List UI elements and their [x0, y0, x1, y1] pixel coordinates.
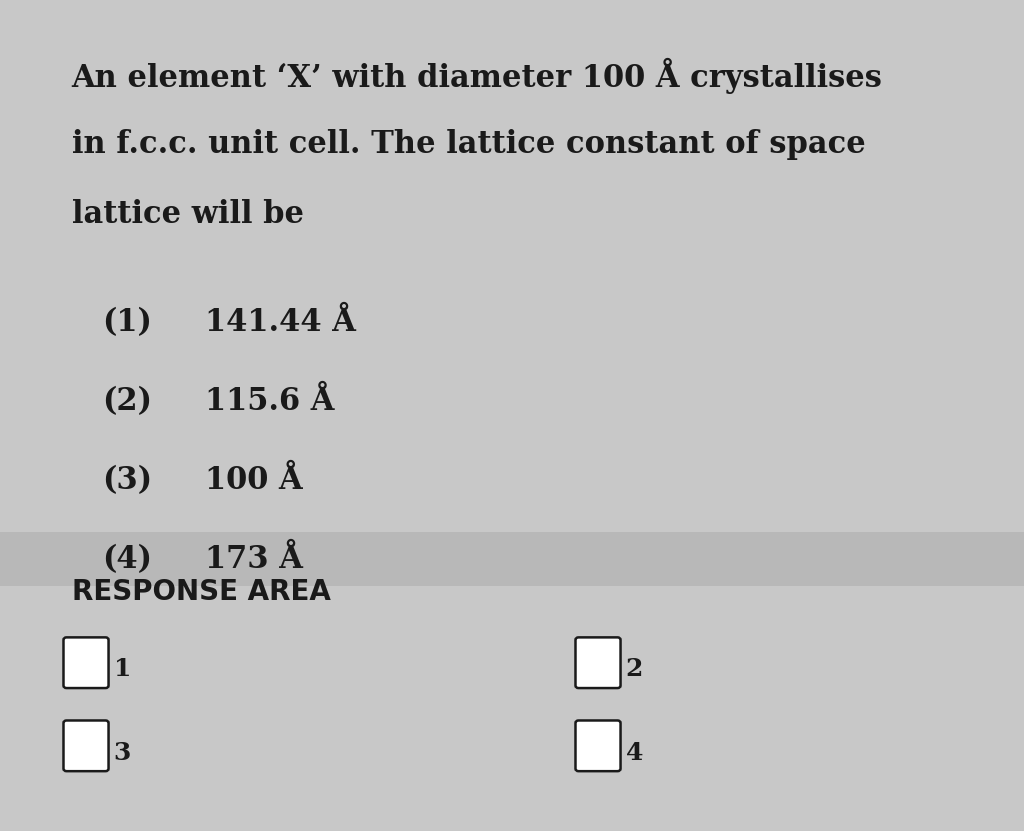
FancyBboxPatch shape: [575, 720, 621, 771]
Text: 3: 3: [114, 740, 131, 765]
Text: 173 Å: 173 Å: [205, 544, 303, 575]
Text: (2): (2): [102, 386, 153, 417]
Text: lattice will be: lattice will be: [72, 199, 304, 230]
Text: 100 Å: 100 Å: [205, 465, 302, 496]
Text: 1: 1: [114, 657, 131, 681]
Text: (3): (3): [102, 465, 153, 496]
Text: 141.44 Å: 141.44 Å: [205, 307, 355, 338]
Text: 4: 4: [626, 740, 643, 765]
Text: in f.c.c. unit cell. The lattice constant of space: in f.c.c. unit cell. The lattice constan…: [72, 129, 865, 160]
Text: 2: 2: [626, 657, 643, 681]
Text: An element ‘X’ with diameter 100 Å crystallises: An element ‘X’ with diameter 100 Å cryst…: [72, 58, 883, 95]
Text: RESPONSE AREA: RESPONSE AREA: [72, 578, 331, 606]
Text: 115.6 Å: 115.6 Å: [205, 386, 334, 417]
Bar: [0, 532, 1024, 586]
FancyBboxPatch shape: [63, 637, 109, 688]
FancyBboxPatch shape: [575, 637, 621, 688]
Text: (1): (1): [102, 307, 153, 338]
FancyBboxPatch shape: [63, 720, 109, 771]
Text: (4): (4): [102, 544, 153, 575]
